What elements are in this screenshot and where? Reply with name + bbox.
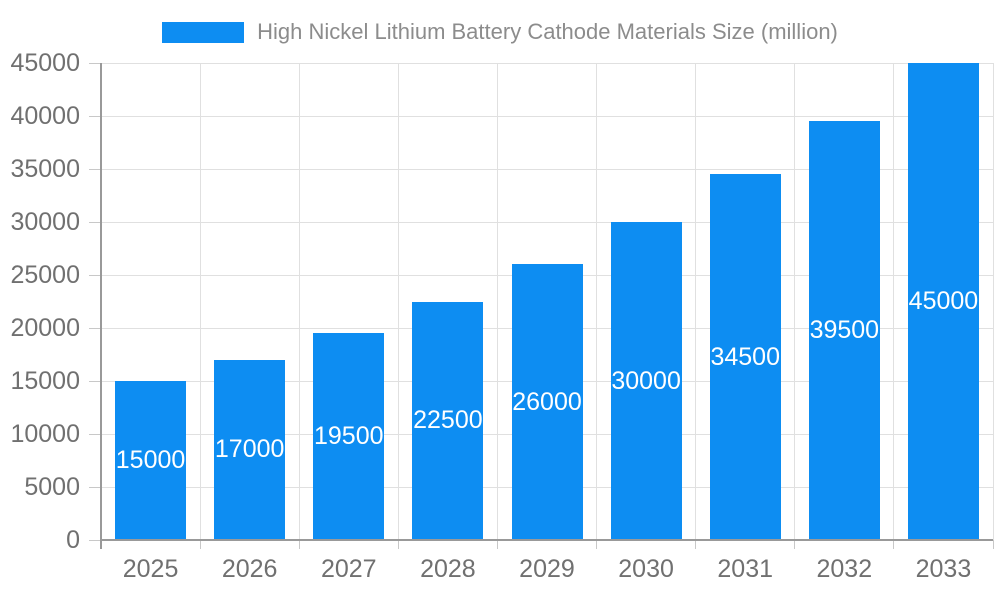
bar-value-label: 45000 [908,287,979,315]
gridline-vertical [695,63,697,540]
y-axis-label: 25000 [10,261,80,289]
x-axis-line [100,539,993,541]
bar[interactable]: 15000 [115,381,187,540]
x-axis-label: 2025 [122,555,179,583]
y-axis-label: 0 [66,526,80,554]
y-axis-label: 45000 [10,49,80,77]
x-axis-label: 2033 [915,555,972,583]
bar[interactable]: 34500 [709,174,781,540]
bar[interactable]: 26000 [511,264,583,540]
bar-value-label: 30000 [611,366,681,395]
y-axis-label: 5000 [24,473,80,501]
y-axis-tick [89,221,101,223]
bar-value-label: 22500 [413,406,483,435]
y-axis-label: 30000 [10,208,80,236]
gridline-vertical [298,63,300,540]
y-axis-tick [89,115,101,117]
x-axis-label: 2029 [519,555,575,583]
gridline-vertical [496,63,498,540]
y-axis-label: 40000 [10,102,80,130]
x-axis-tick [496,540,498,549]
y-axis-tick [89,486,101,488]
y-axis-label: 20000 [10,314,80,342]
x-axis-label: 2027 [320,555,377,583]
bar[interactable]: 30000 [610,222,682,540]
x-axis-label: 2032 [816,555,873,583]
y-axis-line [100,63,102,549]
bar[interactable]: 39500 [808,121,880,540]
gridline-vertical [893,63,895,540]
x-axis-tick [992,540,994,549]
gridline-horizontal [101,221,993,223]
bar-value-label: 15000 [115,446,186,474]
y-axis-tick [89,327,101,329]
y-axis-tick [89,274,101,276]
gridline-vertical [397,63,399,540]
bar-value-label: 34500 [710,342,780,371]
y-axis-tick [89,62,101,64]
x-axis-label: 2026 [221,555,278,583]
x-axis-label: 2031 [717,555,774,583]
legend[interactable]: High Nickel Lithium Battery Cathode Mate… [0,19,1000,45]
bar-value-label: 19500 [314,422,384,451]
y-axis-tick [89,168,101,170]
x-axis-tick [298,540,300,549]
y-axis-label: 35000 [10,155,80,183]
y-axis-label: 10000 [10,420,80,448]
x-axis-tick [695,540,697,549]
x-axis-label: 2028 [420,555,476,583]
bar[interactable]: 19500 [313,333,385,540]
bar[interactable]: 17000 [214,359,286,540]
gridline-vertical [596,63,598,540]
y-axis-label: 15000 [10,367,80,395]
bar[interactable]: 22500 [412,301,484,540]
bar-value-label: 39500 [809,316,880,345]
x-axis-tick [893,540,895,549]
y-axis-tick [89,433,101,435]
legend-swatch [162,21,245,43]
gridline-vertical [199,63,201,540]
y-axis-tick [89,539,101,541]
gridline-horizontal [101,62,993,64]
bar-value-label: 26000 [512,387,582,416]
x-axis-label: 2030 [618,555,674,583]
gridline-vertical [992,63,994,540]
gridline-vertical [794,63,796,540]
gridline-horizontal [101,115,993,117]
y-axis-tick [89,380,101,382]
legend-label: High Nickel Lithium Battery Cathode Mate… [257,19,838,44]
x-axis-tick [199,540,201,549]
bar[interactable]: 45000 [907,63,979,540]
bar-value-label: 17000 [214,435,285,464]
x-axis-tick [596,540,598,549]
gridline-horizontal [101,168,993,170]
x-axis-tick [397,540,399,549]
x-axis-tick [794,540,796,549]
